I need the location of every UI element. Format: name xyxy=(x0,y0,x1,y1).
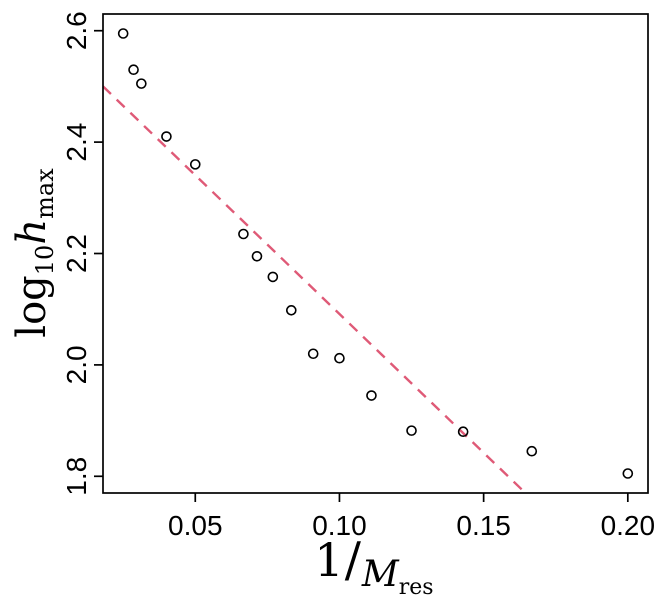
y-axis-label: log10hmax xyxy=(9,168,59,337)
y-tick-label: 2.4 xyxy=(61,123,92,162)
data-point xyxy=(622,468,634,479)
data-point xyxy=(189,159,201,170)
x-tick-label: 0.15 xyxy=(456,510,511,541)
y-axis-label-log-sub: 10 xyxy=(31,244,59,276)
x-axis-label-slash: / xyxy=(344,532,361,588)
data-point xyxy=(128,64,139,75)
data-point xyxy=(267,271,279,283)
data-point xyxy=(406,425,417,436)
x-tick-label: 0.10 xyxy=(312,510,367,541)
x-axis-label-variable: M xyxy=(361,554,399,595)
fit-line xyxy=(102,85,527,494)
y-axis-label-log: log xyxy=(9,275,55,338)
y-tick-label: 2.2 xyxy=(61,234,92,273)
y-tick-label: 2.0 xyxy=(61,345,92,384)
data-point xyxy=(285,305,297,316)
y-axis-label-variable: h xyxy=(9,218,55,245)
data-point xyxy=(161,131,172,142)
x-axis-label: 1/Mres xyxy=(314,532,433,600)
y-axis-label-variable-sub: max xyxy=(31,168,59,219)
y-tick-label: 1.8 xyxy=(61,457,92,496)
data-point xyxy=(307,348,319,360)
data-point xyxy=(366,390,377,401)
plot-border xyxy=(102,13,649,494)
data-point xyxy=(251,250,263,262)
data-point xyxy=(136,78,147,89)
data-point xyxy=(334,352,345,364)
x-tick-label: 0.05 xyxy=(168,510,223,541)
data-point xyxy=(526,445,538,457)
data-point xyxy=(238,228,249,240)
x-tick-label: 0.20 xyxy=(601,510,656,541)
data-point xyxy=(457,426,469,438)
y-tick-label: 2.6 xyxy=(61,11,92,50)
data-point xyxy=(117,28,129,39)
x-axis-label-variable-sub: res xyxy=(398,575,434,600)
x-axis-label-numerator: 1 xyxy=(314,533,344,587)
